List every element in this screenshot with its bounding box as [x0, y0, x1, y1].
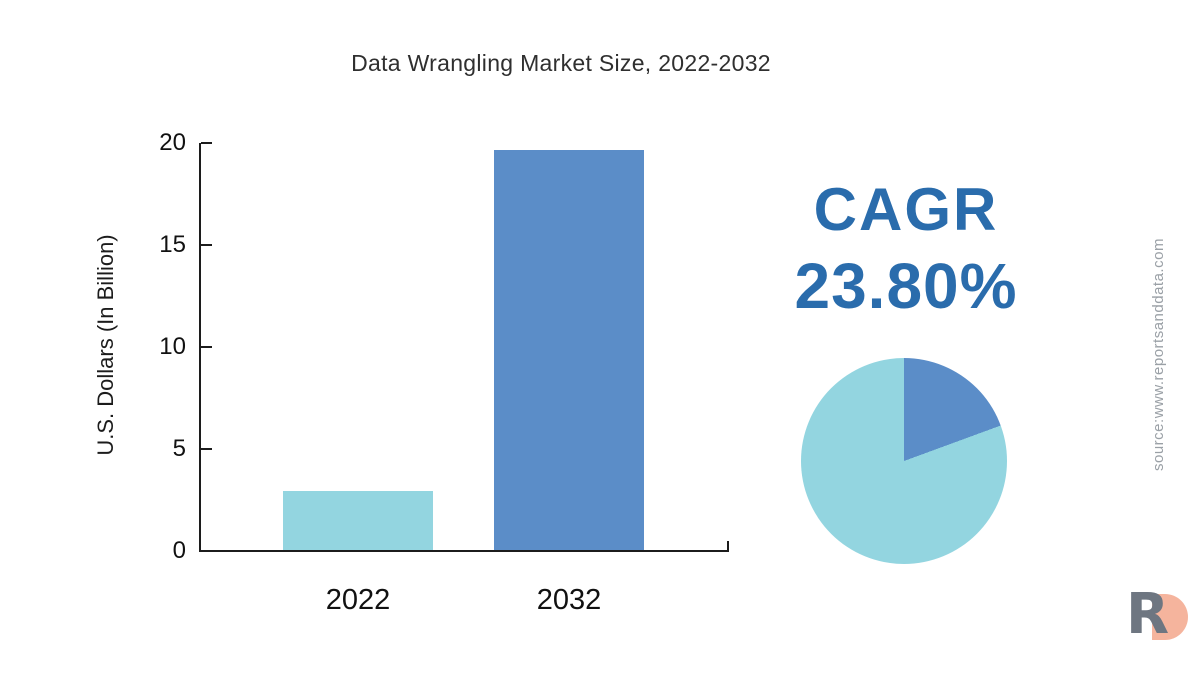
- logo-d-shape: [1152, 594, 1188, 640]
- y-axis-title: U.S. Dollars (In Billion): [93, 234, 118, 456]
- x-axis-line: [199, 550, 729, 552]
- source-attribution: source:www.reportsanddata.com: [1150, 238, 1167, 472]
- y-tick-mark: [201, 346, 212, 348]
- cagr-block: CAGR 23.80%: [760, 176, 1052, 322]
- x-category-label: 2032: [536, 584, 602, 616]
- bar-2032: [494, 150, 644, 550]
- y-tick-label: 0: [172, 537, 186, 564]
- pie-chart: [801, 358, 1007, 564]
- y-tick-mark: [201, 448, 212, 450]
- y-tick-label: 10: [159, 333, 186, 360]
- y-tick-label: 15: [159, 231, 186, 258]
- cagr-label: CAGR: [813, 176, 999, 243]
- logo-letter-r: R: [1126, 582, 1170, 647]
- y-axis-line: [199, 143, 201, 552]
- reportsanddata-logo: R: [1126, 582, 1190, 647]
- y-tick-mark: [201, 142, 212, 144]
- y-tick-label: 5: [172, 435, 186, 462]
- bar-2022: [283, 491, 433, 550]
- x-category-label: 2022: [325, 584, 391, 616]
- y-tick-mark: [201, 244, 212, 246]
- cagr-value: 23.80%: [794, 250, 1018, 322]
- chart-title: Data Wrangling Market Size, 2022-2032: [351, 50, 771, 76]
- y-tick-label: 20: [159, 129, 186, 156]
- x-axis-end-tick: [727, 541, 729, 551]
